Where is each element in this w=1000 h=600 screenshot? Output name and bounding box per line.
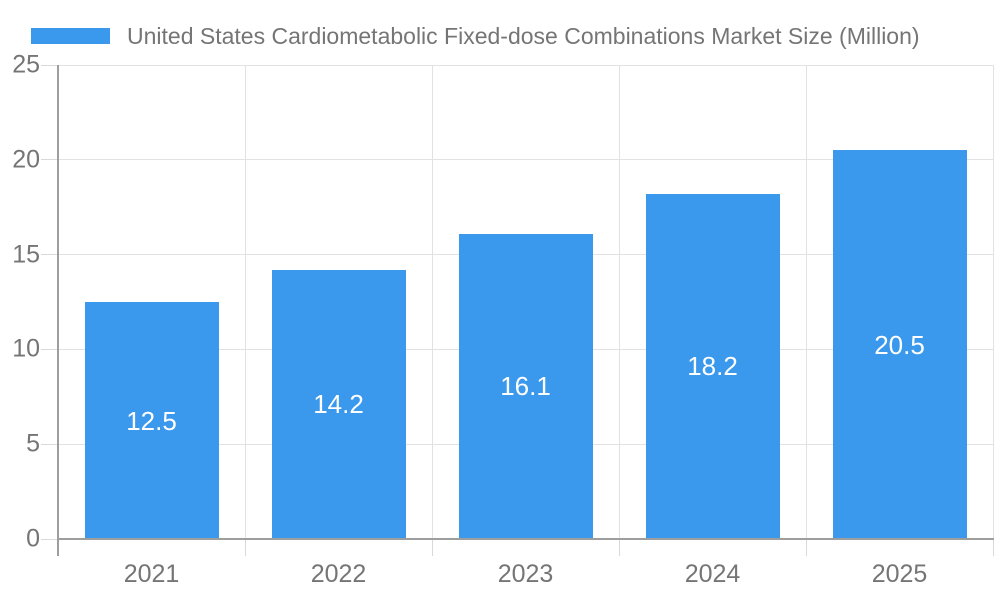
y-gridline	[58, 64, 993, 66]
x-gridline	[805, 65, 807, 539]
y-axis-label: 25	[12, 50, 40, 79]
bar-2022[interactable]	[271, 269, 406, 539]
x-gridline	[431, 65, 433, 539]
bar-value-label: 18.2	[687, 351, 738, 382]
x-axis-label: 2023	[497, 560, 554, 588]
y-axis-label: 0	[26, 524, 40, 553]
bar-value-label: 12.5	[126, 405, 177, 436]
legend-swatch-icon	[31, 28, 110, 44]
y-axis-tick	[41, 538, 58, 540]
x-axis-tick	[431, 539, 433, 556]
x-gridline	[244, 65, 246, 539]
y-axis-tick	[41, 348, 58, 350]
x-axis-line	[58, 538, 994, 540]
y-axis-tick	[41, 254, 58, 256]
x-gridline	[992, 65, 994, 539]
y-gridline	[58, 159, 993, 161]
y-axis-line	[57, 65, 59, 556]
bar-value-label: 14.2	[313, 389, 364, 420]
y-axis-tick	[41, 159, 58, 161]
y-axis-label: 15	[12, 240, 40, 269]
bar-2023[interactable]	[458, 233, 593, 539]
x-axis-label: 2024	[684, 560, 741, 588]
bar-value-label: 16.1	[500, 371, 551, 402]
legend-series-label: United States Cardiometabolic Fixed-dose…	[127, 23, 920, 49]
x-axis-label: 2022	[310, 560, 367, 588]
bar-value-label: 20.5	[874, 329, 925, 360]
y-axis-label: 10	[12, 334, 40, 363]
y-axis-label: 20	[12, 145, 40, 174]
x-axis-tick	[805, 539, 807, 556]
x-axis-tick	[618, 539, 620, 556]
y-axis-tick	[41, 64, 58, 66]
x-axis-tick	[244, 539, 246, 556]
y-axis-label: 5	[26, 429, 40, 458]
x-axis-tick	[992, 539, 994, 556]
bar-2024[interactable]	[645, 193, 780, 539]
bar-2021[interactable]	[84, 302, 219, 539]
bar-2025[interactable]	[832, 150, 967, 539]
x-gridline	[618, 65, 620, 539]
y-axis-tick	[41, 443, 58, 445]
x-axis-label: 2025	[871, 560, 928, 588]
x-axis-label: 2021	[123, 560, 180, 588]
